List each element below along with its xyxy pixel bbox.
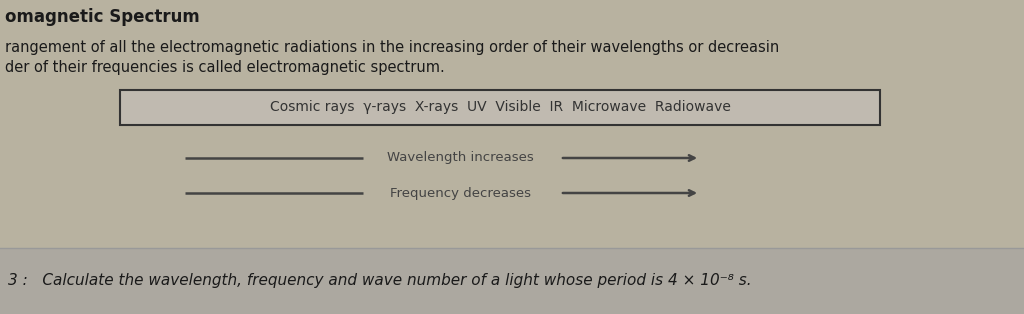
- Text: Frequency decreases: Frequency decreases: [389, 187, 530, 199]
- Bar: [120, 90, 880, 125]
- Text: Cosmic rays  γ-rays  X-rays  UV  Visible  IR  Microwave  Radiowave: Cosmic rays γ-rays X-rays UV Visible IR …: [269, 100, 730, 115]
- Bar: [0, 248, 1024, 314]
- Text: omagnetic Spectrum: omagnetic Spectrum: [5, 8, 200, 26]
- Text: 3 :   Calculate the wavelength, frequency and wave number of a light whose perio: 3 : Calculate the wavelength, frequency …: [8, 273, 752, 289]
- Text: Wavelength increases: Wavelength increases: [387, 151, 534, 165]
- Text: der of their frequencies is called electromagnetic spectrum.: der of their frequencies is called elect…: [5, 60, 444, 75]
- Text: rangement of all the electromagnetic radiations in the increasing order of their: rangement of all the electromagnetic rad…: [5, 40, 779, 55]
